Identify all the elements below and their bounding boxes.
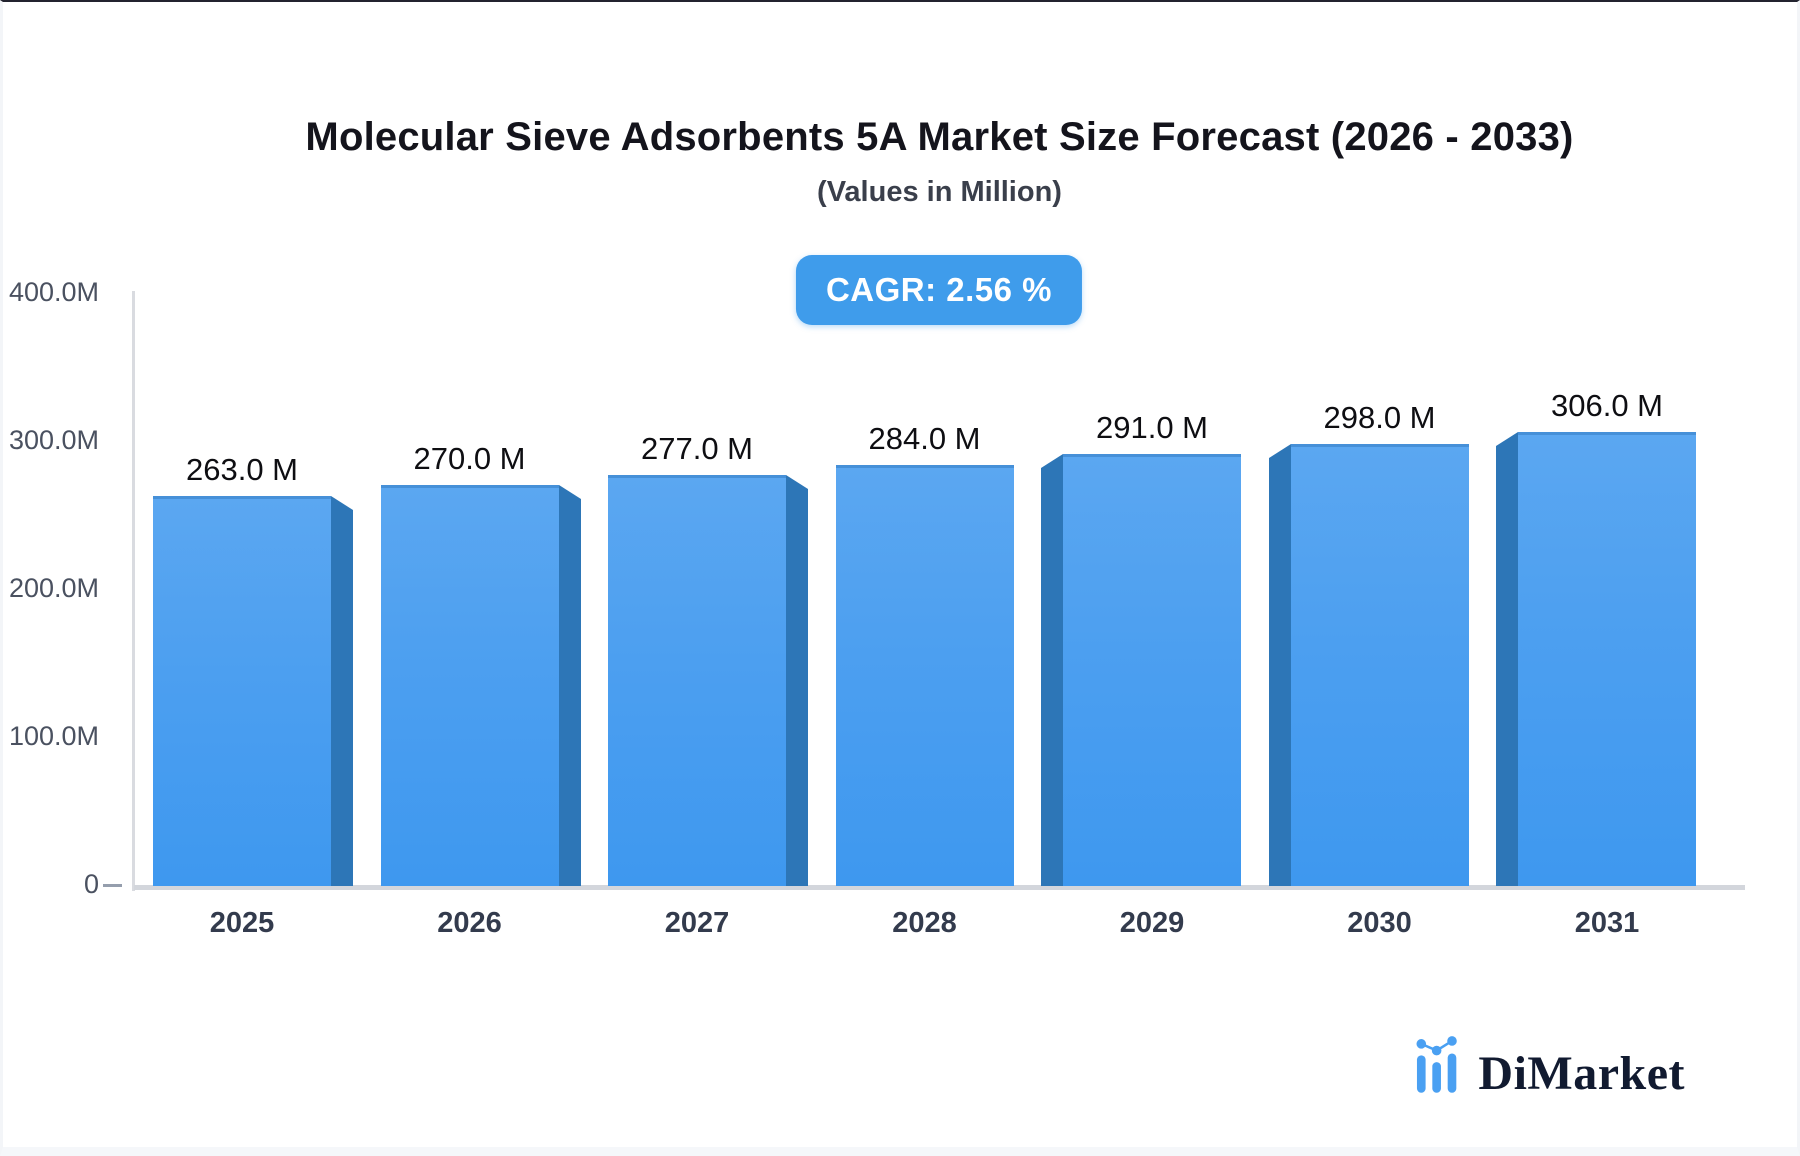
- bar-side-2029: [1041, 454, 1063, 886]
- dimarket-logo: DiMarket: [1416, 1035, 1685, 1100]
- x-axis-label-2028: 2028: [892, 907, 957, 939]
- bar-2029[interactable]: [1063, 454, 1241, 886]
- bar-side-2031: [1496, 432, 1518, 886]
- y-axis-label: 200.0M: [8, 573, 99, 603]
- bar-side-2030: [1269, 444, 1291, 886]
- plot-area: 400.0M 300.0M 200.0M 100.0M 0 263.0 M 2025 270.…: [3, 2, 1797, 1147]
- zero-tick-mark: [103, 884, 122, 887]
- y-axis-label: 0: [83, 869, 99, 899]
- bar-value-label-2028: 284.0 M: [868, 421, 981, 456]
- x-axis-label-2027: 2027: [664, 907, 730, 939]
- chart-title: Molecular Sieve Adsorbents 5A Market Siz…: [305, 115, 1574, 159]
- y-axis-label: 400.0M: [8, 277, 99, 307]
- bar-side-2025: [331, 496, 353, 886]
- bar-side-2026: [559, 485, 581, 886]
- bar-2025[interactable]: [153, 496, 331, 886]
- bar-value-label-2025: 263.0 M: [185, 452, 298, 487]
- x-axis-label-2030: 2030: [1347, 907, 1412, 939]
- cagr-badge: CAGR: 2.56 %: [795, 255, 1083, 325]
- x-axis-label-2025: 2025: [209, 907, 275, 939]
- bar-value-label-2026: 270.0 M: [413, 441, 526, 476]
- x-axis-label-2026: 2026: [437, 907, 502, 939]
- bar-2030[interactable]: [1291, 444, 1469, 886]
- chart-header: Molecular Sieve Adsorbents 5A Market Siz…: [134, 114, 1745, 209]
- bar-value-label-2029: 291.0 M: [1095, 410, 1208, 445]
- bar-line-chart-icon: [1416, 1036, 1458, 1093]
- bar-value-label-2030: 298.0 M: [1323, 400, 1436, 435]
- dimarket-logo-text: DiMarket: [1478, 1046, 1685, 1100]
- bar-2026[interactable]: [381, 485, 559, 886]
- x-axis-label-2031: 2031: [1574, 907, 1640, 939]
- y-axis-label: 100.0M: [8, 721, 99, 751]
- bar-2031[interactable]: [1518, 432, 1696, 886]
- bar-value-label-2027: 277.0 M: [640, 431, 753, 466]
- bar-2028[interactable]: [836, 465, 1014, 886]
- bar-2027[interactable]: [608, 475, 786, 886]
- bar-side-2027: [786, 475, 808, 886]
- y-axis-label: 300.0M: [8, 425, 99, 455]
- bar-value-label-2031: 306.0 M: [1550, 388, 1663, 423]
- chart-subtitle: (Values in Million): [817, 176, 1062, 208]
- y-axis-line: [132, 291, 135, 891]
- x-axis-label-2029: 2029: [1119, 907, 1185, 939]
- x-axis-baseline: [134, 885, 1745, 890]
